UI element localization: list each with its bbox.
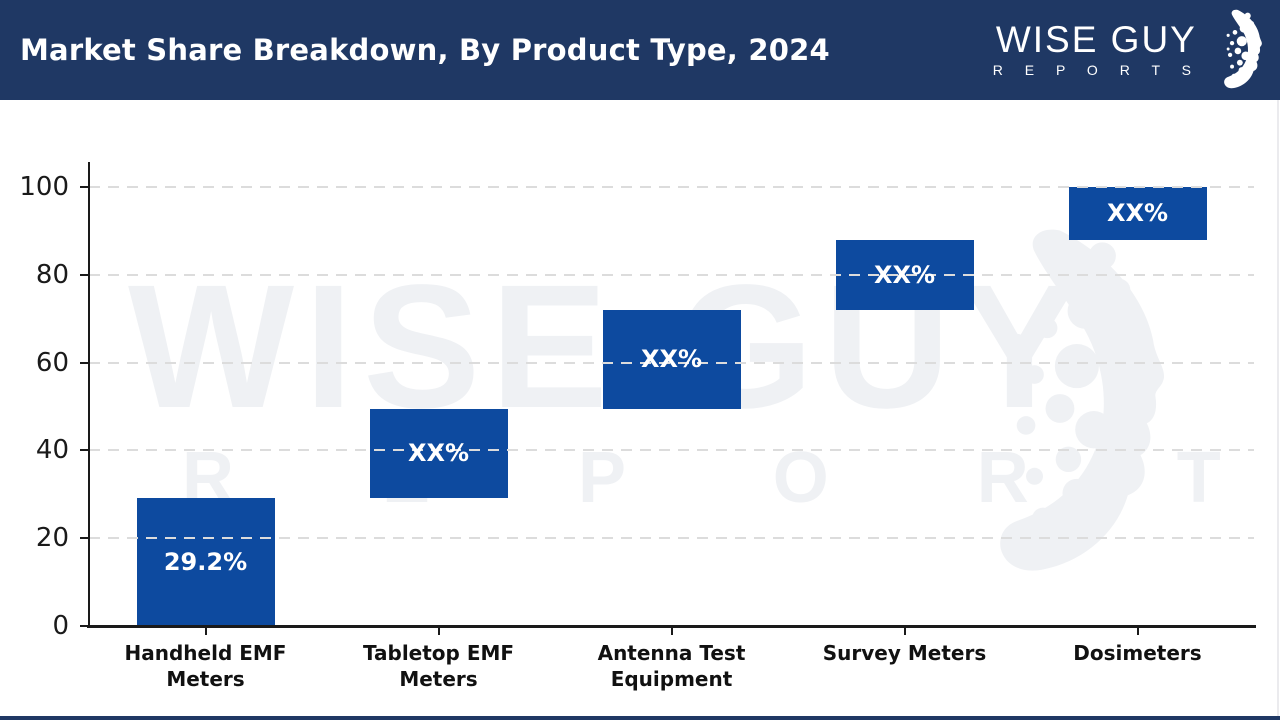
y-tick-label: 100 bbox=[19, 172, 69, 202]
x-category-label-line: Meters bbox=[166, 667, 245, 691]
y-axis-line bbox=[88, 162, 90, 628]
x-category-label-line: Tabletop EMF bbox=[362, 641, 515, 665]
bar-value-label: XX% bbox=[640, 345, 703, 374]
bar-segment bbox=[136, 497, 275, 626]
y-tick-mark bbox=[80, 449, 89, 452]
gridline bbox=[89, 361, 1254, 364]
x-category-label: Tabletop EMF Meters bbox=[319, 640, 559, 692]
brand-subtitle: R E P O R T S bbox=[992, 61, 1200, 78]
x-category-label-line: Antenna Test bbox=[597, 641, 746, 665]
y-tick-label: 0 bbox=[52, 611, 69, 641]
brand-logo: WISE GUY R E P O R T S bbox=[993, 8, 1266, 90]
bar-value-label: XX% bbox=[407, 439, 470, 468]
bar-value-label: XX% bbox=[1106, 199, 1169, 228]
x-category-label-line: Handheld EMF bbox=[124, 641, 287, 665]
x-category-label: Antenna Test Equipment bbox=[552, 640, 792, 692]
y-tick-label: 60 bbox=[35, 347, 69, 378]
y-tick-mark bbox=[80, 625, 89, 627]
y-tick-mark bbox=[80, 537, 89, 540]
page-title: Market Share Breakdown, By Product Type,… bbox=[20, 33, 830, 67]
gridline bbox=[89, 537, 1254, 540]
bar-segment bbox=[602, 309, 741, 409]
x-tick-mark bbox=[1136, 628, 1139, 635]
x-category-label: Dosimeters bbox=[1018, 640, 1258, 666]
x-category-label-line: Survey Meters bbox=[822, 641, 987, 665]
brand-face-icon bbox=[1224, 9, 1262, 89]
x-tick-mark bbox=[903, 628, 906, 635]
y-tick-label: 20 bbox=[35, 523, 69, 554]
gridline bbox=[89, 273, 1254, 276]
y-tick-mark bbox=[80, 186, 89, 188]
header-bar: Market Share Breakdown, By Product Type,… bbox=[0, 0, 1280, 100]
brand-name: WISE GUY bbox=[995, 18, 1197, 60]
x-tick-mark bbox=[204, 628, 207, 635]
x-tick-mark bbox=[670, 628, 673, 635]
x-category-label: Handheld EMF Meters bbox=[86, 640, 326, 692]
y-tick-mark bbox=[80, 361, 89, 364]
gridline bbox=[89, 449, 1254, 452]
x-tick-mark bbox=[437, 628, 440, 635]
bar-value-label: 29.2% bbox=[163, 547, 248, 576]
y-tick-label: 80 bbox=[35, 259, 69, 290]
y-tick-label: 40 bbox=[35, 435, 69, 466]
footer-strip bbox=[0, 716, 1280, 720]
gridline bbox=[89, 186, 1254, 188]
right-edge-divider bbox=[1277, 100, 1279, 716]
x-category-label-line: Equipment bbox=[610, 667, 733, 691]
brand-logo-text: WISE GUY R E P O R T S bbox=[992, 18, 1200, 79]
x-axis-line bbox=[87, 625, 1256, 628]
y-tick-mark bbox=[80, 273, 89, 276]
x-category-label-line: Dosimeters bbox=[1073, 641, 1202, 665]
x-category-label: Survey Meters bbox=[785, 640, 1025, 666]
bar-value-label: XX% bbox=[873, 260, 936, 289]
x-category-label-line: Meters bbox=[399, 667, 478, 691]
bar-segment bbox=[369, 408, 508, 498]
